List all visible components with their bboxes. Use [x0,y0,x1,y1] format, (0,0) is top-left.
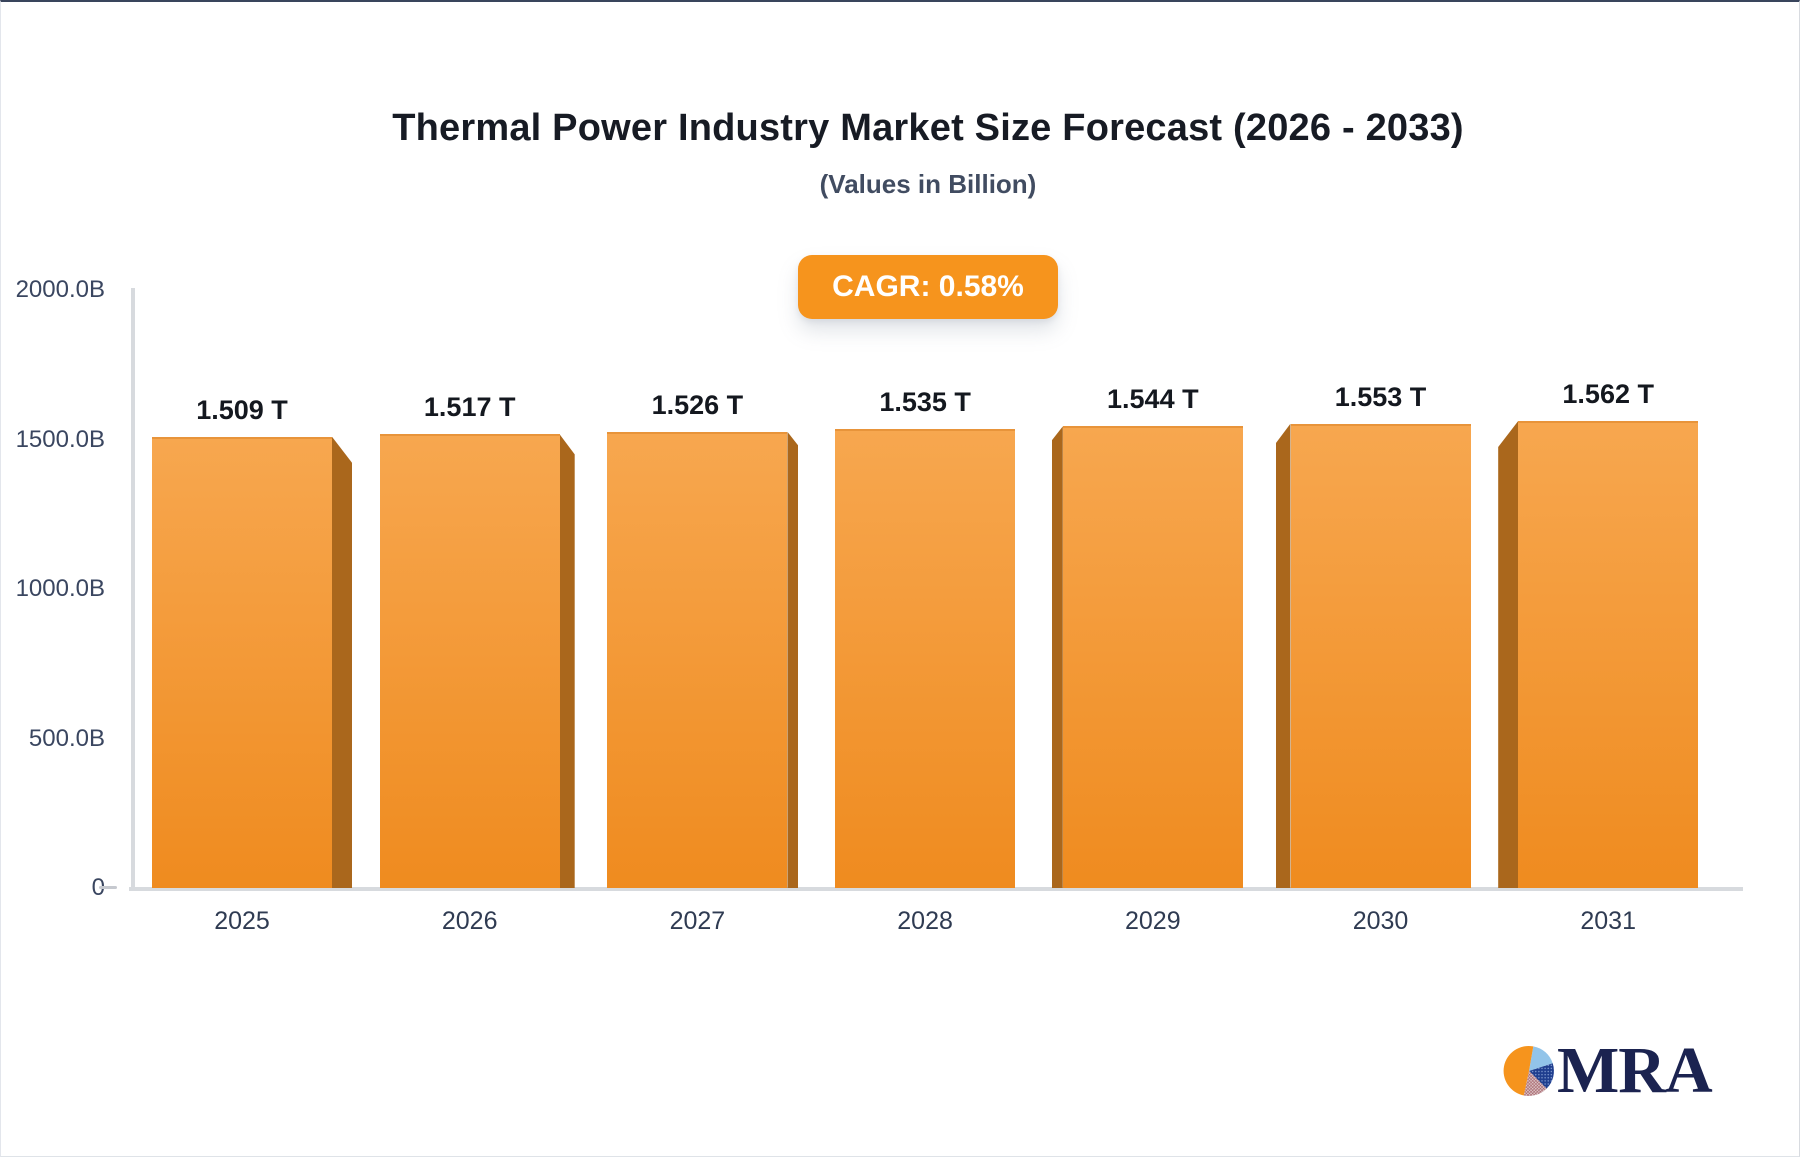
x-axis-line [129,887,1743,891]
bar-value-label: 1.509 T [196,394,288,425]
x-axis-label-2029: 2029 [1124,907,1181,935]
bar-side-panel [1498,420,1519,888]
bar-2029 [1062,426,1243,888]
y-axis-tick-label: 2000.0B [15,276,105,303]
bar-2028 [835,429,1016,888]
y-axis-line [131,288,135,890]
cagr-badge: CAGR: 0.58% [798,255,1058,319]
x-axis-label-2031: 2031 [1580,907,1636,935]
y-axis-tick-label: 0 [1,876,105,900]
x-axis-label-2026: 2026 [441,907,498,935]
x-axis-label-2028: 2028 [897,907,953,935]
mra-logo: MRA [1503,1034,1713,1107]
bar-value-label: 1.517 T [423,392,516,423]
x-axis-label-2027: 2027 [669,907,726,935]
bar-side-panel [1051,426,1063,888]
bar-2030 [1290,423,1471,888]
bar-side-panel [332,436,352,888]
bar-value-label: 1.535 T [879,387,971,418]
mra-logo-text: MRA [1557,1034,1713,1107]
bar-side-panel [1275,423,1291,888]
bar-value-label: 1.553 T [1334,381,1427,412]
bar-side-panel [787,431,799,888]
x-axis-label-2030: 2030 [1352,907,1409,935]
cagr-badge-row: CAGR: 0.58% [57,255,1799,319]
bar-2027 [607,431,788,888]
bar-value-label: 1.562 T [1562,378,1654,409]
bar-value-label: 1.526 T [651,389,744,420]
bar-value-label: 1.544 T [1107,384,1199,415]
bar-2026 [379,434,560,888]
zero-tick-mark [99,886,117,889]
bar-2031 [1518,420,1699,888]
y-axis-tick-label: 1500.0B [15,425,105,453]
bar-side-panel [559,434,575,888]
mra-pie-icon [1503,1045,1554,1096]
chart-title: Thermal Power Industry Market Size Forec… [392,107,1464,149]
y-axis-tick-label: 1000.0B [15,575,105,602]
y-axis-tick-label: 500.0B [28,724,105,752]
chart-subtitle: (Values in Billion) [819,169,1037,199]
bar-2025 [152,436,332,888]
x-axis-label-2025: 2025 [214,907,270,935]
